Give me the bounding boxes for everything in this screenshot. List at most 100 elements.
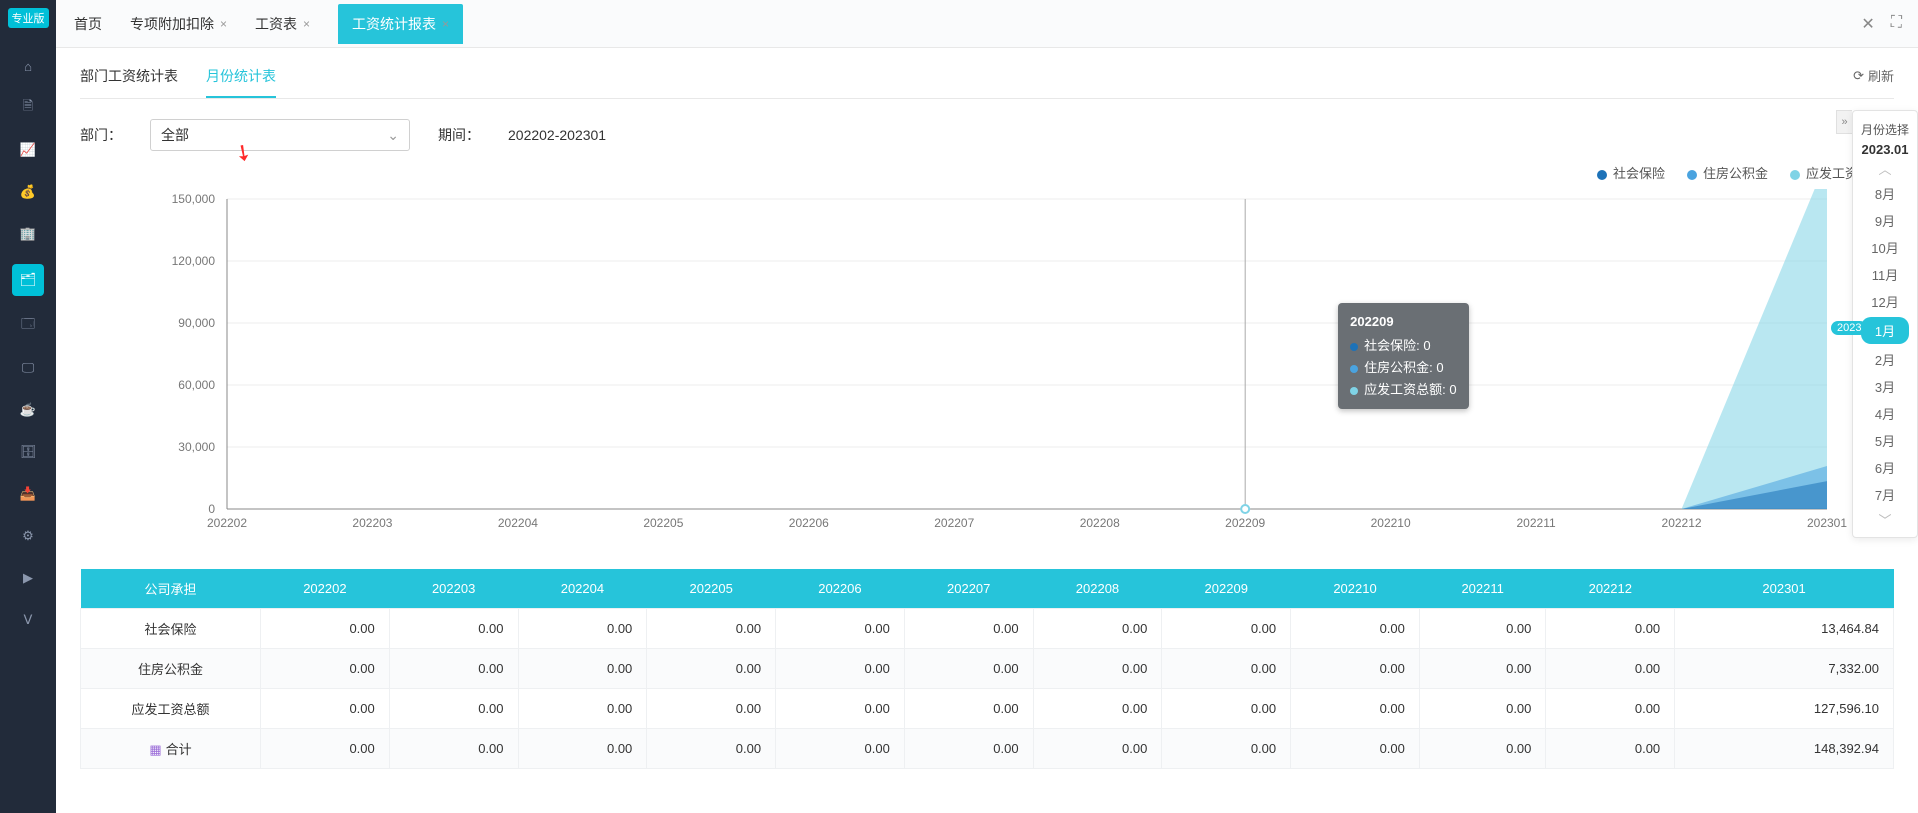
money-icon[interactable]: 💰 — [16, 180, 40, 204]
salary-table: 公司承担202202202203202204202205202206202207… — [80, 569, 1894, 769]
table-cell: 0.00 — [518, 649, 647, 689]
dept-select[interactable]: 全部 ⌄ — [150, 119, 410, 151]
tab-label: 专项附加扣除 — [130, 14, 214, 34]
table-cell: 7,332.00 — [1675, 649, 1894, 689]
tab-label: 工资统计报表 — [352, 14, 436, 34]
month-option[interactable]: 2月 — [1853, 346, 1917, 373]
refresh-button[interactable]: ⟳ 刷新 — [1853, 66, 1894, 85]
sub-tab-bar: 部门工资统计表月份统计表 ⟳ 刷新 — [80, 66, 1894, 99]
table-cell: 0.00 — [776, 649, 905, 689]
play-icon[interactable]: ▶ — [16, 566, 40, 590]
table-header: 202205 — [647, 569, 776, 609]
month-option[interactable]: 12月 — [1853, 288, 1917, 315]
month-scroll-up[interactable]: ︿ — [1853, 157, 1917, 180]
svg-text:60,000: 60,000 — [178, 378, 215, 392]
tooltip-row: 应发工资总额: 0 — [1350, 379, 1456, 401]
table-cell: 0.00 — [1162, 729, 1291, 769]
legend-item[interactable]: 社会保险 — [1597, 163, 1665, 182]
table-header: 202203 — [389, 569, 518, 609]
table-cell: 0.00 — [518, 729, 647, 769]
table-cell: 0.00 — [1162, 689, 1291, 729]
month-option[interactable]: 4月 — [1853, 400, 1917, 427]
tab-工资表[interactable]: 工资表× — [255, 0, 310, 47]
inbox-icon[interactable]: 📥 — [16, 482, 40, 506]
dept-label: 部门： — [80, 125, 122, 145]
report-icon[interactable]: 🗂 — [12, 264, 44, 296]
screen-icon[interactable]: 🖵 — [16, 356, 40, 380]
svg-text:202202: 202202 — [207, 516, 247, 530]
table-cell: 0.00 — [1291, 609, 1420, 649]
table-cell: 127,596.10 — [1675, 689, 1894, 729]
tooltip-dot-icon — [1350, 387, 1358, 395]
month-option[interactable]: 10月 — [1853, 234, 1917, 261]
row-label: 应发工资总额 — [81, 689, 261, 729]
table-header: 202209 — [1162, 569, 1291, 609]
table-cell: 0.00 — [389, 609, 518, 649]
building-icon[interactable]: 🏢 — [16, 222, 40, 246]
month-option[interactable]: 5月 — [1853, 427, 1917, 454]
tooltip-row: 住房公积金: 0 — [1350, 357, 1456, 379]
chart-canvas[interactable]: 030,00060,00090,000120,000150,0002022022… — [80, 189, 1894, 549]
archive-icon[interactable]: 🗄 — [16, 440, 40, 464]
svg-text:90,000: 90,000 — [178, 316, 215, 330]
fullscreen-icon[interactable]: ⛶ — [1891, 14, 1902, 34]
cup-icon[interactable]: ☕ — [16, 398, 40, 422]
table-cell: 0.00 — [1419, 609, 1546, 649]
table-header: 202204 — [518, 569, 647, 609]
table-header-first: 公司承担 — [81, 569, 261, 609]
table-row: 社会保险0.000.000.000.000.000.000.000.000.00… — [81, 609, 1894, 649]
month-option[interactable]: 7月 — [1853, 481, 1917, 508]
dept-select-value: 全部 — [161, 125, 189, 145]
tab-close-icon[interactable]: × — [303, 17, 310, 31]
table-cell: 0.00 — [1546, 649, 1675, 689]
template-icon[interactable]: 🗔 — [16, 314, 40, 338]
chart-icon[interactable]: 📈 — [16, 138, 40, 162]
month-option[interactable]: 9月 — [1853, 207, 1917, 234]
table-cell: 0.00 — [1033, 609, 1162, 649]
tab-首页[interactable]: 首页 — [74, 0, 102, 47]
month-scroll-down[interactable]: ﹀ — [1853, 508, 1917, 531]
table-header: 202206 — [776, 569, 905, 609]
table-cell: 13,464.84 — [1675, 609, 1894, 649]
legend-item[interactable]: 住房公积金 — [1687, 163, 1768, 182]
month-option[interactable]: 8月 — [1853, 180, 1917, 207]
filter-row: 部门： 全部 ⌄ 期间： 202202-202301 — [80, 119, 1894, 151]
table-total-row: ▦合计0.000.000.000.000.000.000.000.000.000… — [81, 729, 1894, 769]
svg-text:202301: 202301 — [1807, 516, 1847, 530]
table-header: 202208 — [1033, 569, 1162, 609]
salary-table-wrap: 公司承担202202202203202204202205202206202207… — [80, 569, 1894, 769]
gear-icon[interactable]: ⚙ — [16, 524, 40, 548]
table-cell: 0.00 — [1033, 689, 1162, 729]
doc-icon[interactable]: 🗎 — [16, 96, 40, 120]
month-option[interactable]: 20231月 — [1861, 317, 1909, 344]
tab-close-icon[interactable]: × — [442, 17, 449, 31]
svg-text:202209: 202209 — [1225, 516, 1265, 530]
table-cell: 0.00 — [776, 609, 905, 649]
home-icon[interactable]: ⌂ — [16, 54, 40, 78]
table-cell: 0.00 — [1033, 729, 1162, 769]
close-panel-icon[interactable]: ✕ — [1861, 14, 1874, 34]
tab-close-icon[interactable]: × — [220, 17, 227, 31]
month-panel-header: 月份选择 — [1853, 117, 1917, 142]
tooltip-dot-icon — [1350, 365, 1358, 373]
table-cell: 148,392.94 — [1675, 729, 1894, 769]
table-cell: 0.00 — [776, 729, 905, 769]
subtab-部门工资统计表[interactable]: 部门工资统计表 — [80, 66, 178, 98]
svg-text:150,000: 150,000 — [172, 192, 216, 206]
v-icon[interactable]: Ⅴ — [16, 608, 40, 632]
tab-专项附加扣除[interactable]: 专项附加扣除 × — [130, 0, 227, 47]
refresh-label: 刷新 — [1868, 66, 1894, 85]
month-option[interactable]: 6月 — [1853, 454, 1917, 481]
month-option[interactable]: 11月 — [1853, 261, 1917, 288]
subtab-月份统计表[interactable]: 月份统计表 — [206, 66, 276, 98]
svg-text:202212: 202212 — [1662, 516, 1702, 530]
month-option[interactable]: 3月 — [1853, 373, 1917, 400]
svg-text:202206: 202206 — [789, 516, 829, 530]
month-panel-collapse[interactable]: » — [1836, 110, 1852, 134]
refresh-icon: ⟳ — [1853, 68, 1864, 84]
legend-dot-icon — [1597, 170, 1607, 180]
tab-工资统计报表[interactable]: 工资统计报表 × — [338, 4, 463, 44]
table-cell: 0.00 — [647, 609, 776, 649]
chevron-down-icon: ⌄ — [387, 127, 399, 144]
table-cell: 0.00 — [1291, 649, 1420, 689]
